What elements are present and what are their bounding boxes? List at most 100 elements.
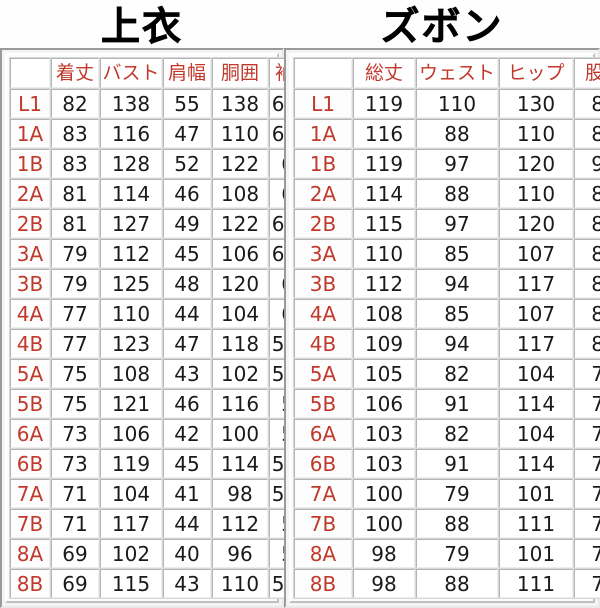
trousers-value-cell: 110 — [499, 119, 573, 148]
trousers-value-cell: 90 — [574, 149, 600, 178]
jacket-value-cell: 116 — [100, 119, 162, 148]
jacket-value-cell: 120 — [212, 269, 268, 298]
jacket-row-label: 6B — [10, 449, 50, 478]
trousers-value-cell: 97 — [416, 209, 498, 238]
trousers-value-cell: 76 — [574, 419, 600, 448]
jacket-table-row: 4A771104410460 — [10, 299, 319, 328]
trousers-column-header: ウェスト — [416, 58, 498, 88]
trousers-table-row: 8B988811171 — [294, 569, 600, 598]
trousers-value-cell: 85 — [416, 299, 498, 328]
jacket-value-cell: 73 — [51, 449, 99, 478]
trousers-value-cell: 107 — [499, 299, 573, 328]
jacket-panel-title: 上衣 — [100, 5, 183, 50]
jacket-value-cell: 102 — [212, 359, 268, 388]
jacket-row-label: 4B — [10, 329, 50, 358]
jacket-size-table: 着丈バスト肩幅胴囲袖丈L1821385513863.51A83116471106… — [9, 57, 320, 599]
trousers-table-row: 7A1007910173 — [294, 479, 600, 508]
jacket-value-cell: 79 — [51, 269, 99, 298]
jacket-value-cell: 115 — [100, 569, 162, 598]
trousers-row-label: 6B — [294, 449, 352, 478]
trousers-value-cell: 104 — [499, 359, 573, 388]
jacket-value-cell: 123 — [100, 329, 162, 358]
trousers-value-cell: 79 — [416, 479, 498, 508]
jacket-value-cell: 127 — [100, 209, 162, 238]
trousers-value-cell: 117 — [499, 329, 573, 358]
jacket-value-cell: 138 — [212, 89, 268, 118]
trousers-table-row: 6A1038210476 — [294, 419, 600, 448]
jacket-row-label: 7A — [10, 479, 50, 508]
jacket-table-row: 8B691154311052.5 — [10, 569, 319, 598]
jacket-table-row: 5A751084310258.5 — [10, 359, 319, 388]
trousers-value-cell: 108 — [353, 299, 415, 328]
jacket-value-cell: 77 — [51, 299, 99, 328]
trousers-corner-cell — [294, 58, 352, 88]
trousers-value-cell: 83 — [574, 269, 600, 298]
jacket-table-row: 8A69102409654 — [10, 539, 319, 568]
jacket-value-cell: 75 — [51, 389, 99, 418]
trousers-value-cell: 104 — [499, 419, 573, 448]
jacket-value-cell: 81 — [51, 179, 99, 208]
trousers-value-cell: 88 — [416, 569, 498, 598]
jacket-table-row: 4B771234711858.5 — [10, 329, 319, 358]
jacket-row-label: 8B — [10, 569, 50, 598]
trousers-value-cell: 105 — [353, 359, 415, 388]
jacket-table-row: 2B811274912261.5 — [10, 209, 319, 238]
jacket-value-cell: 52 — [163, 149, 211, 178]
jacket-row-label: L1 — [10, 89, 50, 118]
trousers-row-label: 3A — [294, 239, 352, 268]
trousers-value-cell: 120 — [499, 209, 573, 238]
trousers-table-row: L111911013089 — [294, 89, 600, 118]
trousers-row-label: 4B — [294, 329, 352, 358]
jacket-table-body: 着丈バスト肩幅胴囲袖丈L1821385513863.51A83116471106… — [10, 58, 319, 598]
trousers-size-table: 総丈ウェストヒップ股下L1119110130891A11688110881B11… — [293, 57, 600, 599]
trousers-value-cell: 82 — [416, 359, 498, 388]
trousers-row-label: 8B — [294, 569, 352, 598]
jacket-value-cell: 48 — [163, 269, 211, 298]
jacket-table-row: 5B751214611657 — [10, 389, 319, 418]
trousers-value-cell: 86 — [574, 179, 600, 208]
jacket-table-row: 7A71104419855.5 — [10, 479, 319, 508]
jacket-column-header: 肩幅 — [163, 58, 211, 88]
trousers-table-frame-inner: 総丈ウェストヒップ股下L1119110130891A11688110881B11… — [289, 53, 600, 603]
jacket-header-row: 着丈バスト肩幅胴囲袖丈 — [10, 58, 319, 88]
trousers-value-cell: 111 — [499, 509, 573, 538]
jacket-value-cell: 128 — [100, 149, 162, 178]
jacket-value-cell: 40 — [163, 539, 211, 568]
trousers-value-cell: 100 — [353, 479, 415, 508]
trousers-table-row: 1A1168811088 — [294, 119, 600, 148]
trousers-value-cell: 130 — [499, 89, 573, 118]
jacket-row-label: 3A — [10, 239, 50, 268]
trousers-value-cell: 110 — [353, 239, 415, 268]
trousers-table-row: 3B1129411783 — [294, 269, 600, 298]
jacket-value-cell: 122 — [212, 209, 268, 238]
trousers-row-label: 6A — [294, 419, 352, 448]
jacket-table-row: 6A731064210057 — [10, 419, 319, 448]
jacket-value-cell: 116 — [212, 389, 268, 418]
jacket-value-cell: 121 — [100, 389, 162, 418]
jacket-value-cell: 119 — [100, 449, 162, 478]
trousers-size-panel: ズボン 総丈ウェストヒップ股下L1119110130891A1168811088… — [284, 0, 600, 608]
trousers-value-cell: 78 — [574, 389, 600, 418]
trousers-row-label: 3B — [294, 269, 352, 298]
trousers-value-cell: 88 — [416, 179, 498, 208]
jacket-row-label: 4A — [10, 299, 50, 328]
trousers-row-label: 2A — [294, 179, 352, 208]
trousers-value-cell: 98 — [353, 539, 415, 568]
trousers-value-cell: 119 — [353, 89, 415, 118]
trousers-table-row: 7B1008811173 — [294, 509, 600, 538]
jacket-value-cell: 83 — [51, 149, 99, 178]
trousers-value-cell: 76 — [574, 449, 600, 478]
jacket-value-cell: 43 — [163, 359, 211, 388]
trousers-value-cell: 83 — [574, 239, 600, 268]
trousers-value-cell: 117 — [499, 269, 573, 298]
jacket-value-cell: 100 — [212, 419, 268, 448]
jacket-value-cell: 44 — [163, 299, 211, 328]
jacket-value-cell: 114 — [100, 179, 162, 208]
trousers-value-cell: 98 — [353, 569, 415, 598]
jacket-column-header: 胴囲 — [212, 58, 268, 88]
trousers-row-label: 1A — [294, 119, 352, 148]
trousers-table-row: 6B1039111476 — [294, 449, 600, 478]
jacket-value-cell: 82 — [51, 89, 99, 118]
jacket-value-cell: 110 — [212, 119, 268, 148]
